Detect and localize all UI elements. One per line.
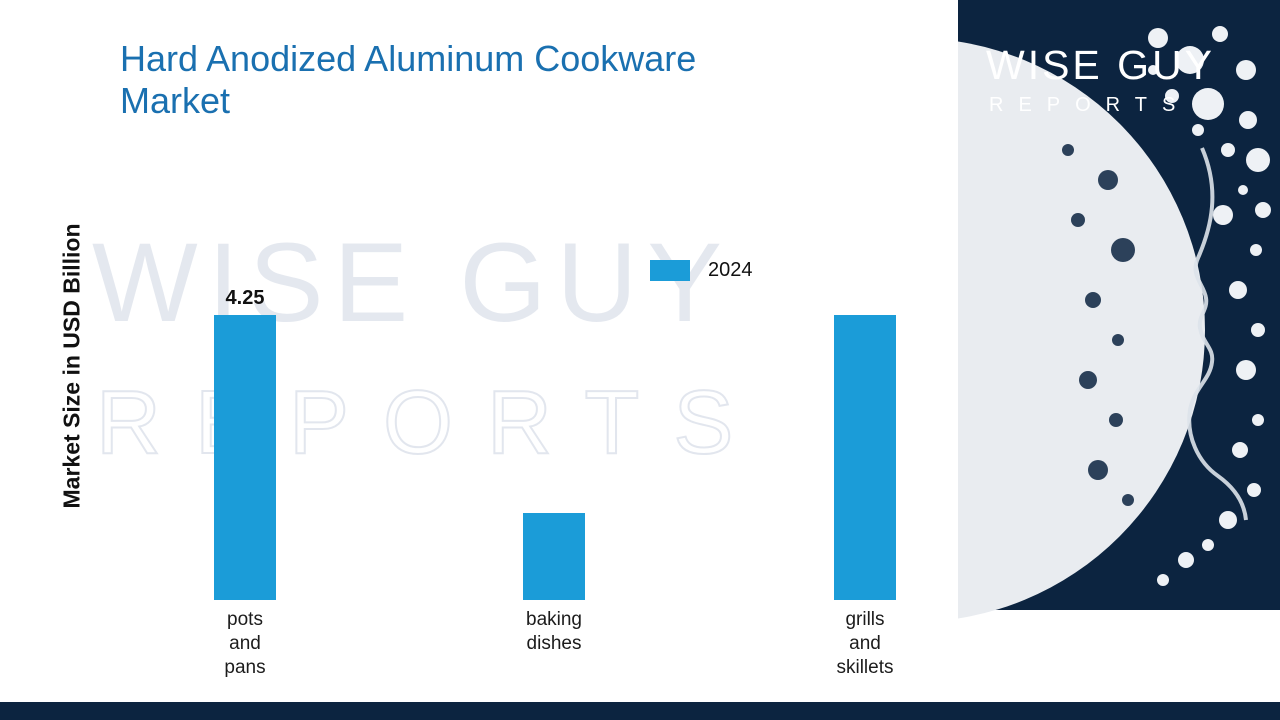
face-profile-line: [1187, 147, 1248, 521]
bar-pots-and-pans: [214, 315, 276, 600]
dot-cluster-light: [1148, 26, 1271, 586]
y-axis-label: Market Size in USD Billion: [58, 223, 85, 509]
category-label-0: pots and pans: [224, 609, 266, 678]
bar-group-grills-and-skillets: [834, 315, 896, 600]
legend-label: 2024: [708, 259, 753, 281]
bar-baking-dishes: [523, 513, 585, 600]
legend-swatch: [650, 260, 690, 281]
logo-wordmark: WISE GUY: [986, 42, 1216, 88]
bar-group-pots-and-pans: 4.25: [214, 287, 276, 600]
bar-grills-and-skillets: [834, 315, 896, 600]
chart-title: Hard Anodized Aluminum Cookware Market: [120, 38, 697, 122]
bar-group-baking-dishes: [523, 513, 585, 600]
bar-value-label: 4.25: [225, 287, 265, 309]
footer-bar: [0, 702, 1280, 720]
logo-subtitle: REPORTS: [989, 94, 1191, 116]
dot-cluster-dark: [1062, 144, 1135, 506]
category-label-1: baking dishes: [526, 609, 582, 654]
logo: WISE GUY REPORTS: [986, 42, 1215, 117]
bar-chart-plot: 4.25 pots and pans baking dishes grills and…: [130, 200, 960, 678]
category-label-2: grills and skillets: [836, 609, 894, 678]
corner-head-graphic: [958, 0, 1280, 619]
legend: 2024: [650, 259, 753, 282]
